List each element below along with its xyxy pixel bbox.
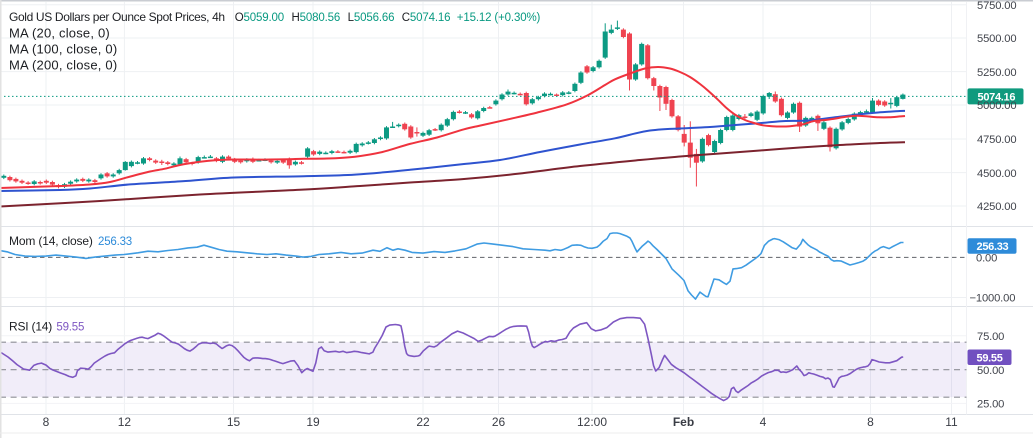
svg-text:MA (20, close, 0): MA (20, close, 0) xyxy=(9,26,110,41)
svg-text:MA (200, close, 0): MA (200, close, 0) xyxy=(9,58,117,73)
svg-text:RSI (14): RSI (14) xyxy=(9,320,52,334)
svg-text:MA (100, close, 0): MA (100, close, 0) xyxy=(9,42,117,57)
svg-text:−1000.00: −1000.00 xyxy=(970,293,1016,305)
svg-text:5074.16: 5074.16 xyxy=(978,92,1016,104)
svg-text:Feb: Feb xyxy=(673,415,694,429)
svg-text:256.33: 256.33 xyxy=(977,241,1009,253)
svg-text:C5074.16: C5074.16 xyxy=(402,12,451,24)
svg-text:15: 15 xyxy=(227,415,241,429)
svg-text:12:00: 12:00 xyxy=(577,415,607,429)
svg-text:5000.00: 5000.00 xyxy=(977,100,1016,112)
svg-text:4: 4 xyxy=(760,415,767,429)
svg-text:5500.00: 5500.00 xyxy=(977,33,1016,45)
svg-text:59.55: 59.55 xyxy=(977,352,1003,364)
svg-text:25.00: 25.00 xyxy=(977,399,1004,411)
svg-text:5750.00: 5750.00 xyxy=(977,0,1016,12)
svg-text:0.00: 0.00 xyxy=(976,253,997,265)
svg-text:19: 19 xyxy=(306,415,320,429)
svg-text:5250.00: 5250.00 xyxy=(977,67,1016,79)
svg-text:+15.12 (+0.30%): +15.12 (+0.30%) xyxy=(457,12,541,24)
svg-text:50.00: 50.00 xyxy=(977,365,1004,377)
svg-text:26: 26 xyxy=(492,415,506,429)
svg-text:256.33: 256.33 xyxy=(98,236,132,248)
svg-text:H5080.56: H5080.56 xyxy=(292,12,341,24)
svg-text:8: 8 xyxy=(43,415,50,429)
svg-text:4250.00: 4250.00 xyxy=(977,201,1016,213)
svg-text:22: 22 xyxy=(416,415,430,429)
svg-text:12: 12 xyxy=(118,415,132,429)
svg-text:4750.00: 4750.00 xyxy=(977,134,1016,146)
svg-text:11: 11 xyxy=(945,415,958,429)
svg-text:O5059.00: O5059.00 xyxy=(235,12,284,24)
svg-text:59.55: 59.55 xyxy=(56,322,84,334)
svg-text:75.00: 75.00 xyxy=(977,331,1004,343)
svg-text:4500.00: 4500.00 xyxy=(977,168,1016,180)
svg-text:8: 8 xyxy=(867,415,874,429)
svg-text:L5056.66: L5056.66 xyxy=(348,12,395,24)
svg-text:Mom (14, close): Mom (14, close) xyxy=(9,234,93,248)
svg-text:Gold US Dollars per Ounce Spot: Gold US Dollars per Ounce Spot Prices, 4… xyxy=(9,10,225,24)
